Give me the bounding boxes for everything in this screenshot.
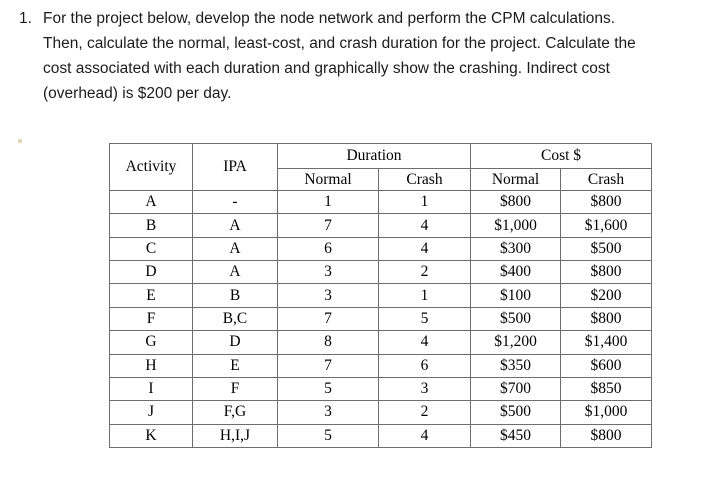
cell-duration-normal: 3 bbox=[277, 400, 379, 425]
cell-duration-crash: 6 bbox=[377, 353, 472, 378]
table-row: I F 5 3 $700 $850 bbox=[109, 376, 653, 402]
header-cost-crash: Crash bbox=[560, 168, 653, 191]
cell-cost-normal: $1,200 bbox=[470, 330, 562, 355]
problem-number: 1. bbox=[19, 10, 32, 27]
problem-text-line: (overhead) is $200 per day. bbox=[43, 85, 232, 102]
table-row: K H,I,J 5 4 $450 $800 bbox=[109, 423, 653, 449]
cell-duration-crash: 2 bbox=[377, 260, 472, 285]
cell-activity: I bbox=[109, 376, 193, 402]
cell-duration-normal: 3 bbox=[277, 260, 379, 285]
cell-duration-crash: 4 bbox=[377, 236, 472, 262]
cell-activity: B bbox=[109, 213, 193, 238]
problem-statement: 1. For the project below, develop the no… bbox=[19, 6, 636, 106]
table-row: E B 3 1 $100 $200 bbox=[109, 283, 653, 308]
cell-ipa: A bbox=[192, 236, 278, 262]
cell-cost-normal: $100 bbox=[470, 283, 562, 308]
cpm-activity-table: Activity IPA Duration Cost $ Normal Cras… bbox=[109, 143, 653, 449]
header-duration-group: Duration bbox=[276, 143, 472, 169]
cell-cost-crash: $1,600 bbox=[560, 213, 653, 238]
cell-cost-normal: $300 bbox=[470, 236, 562, 262]
cell-cost-crash: $850 bbox=[560, 376, 653, 402]
cell-duration-crash: 4 bbox=[377, 213, 472, 238]
cell-duration-crash: 3 bbox=[377, 376, 472, 402]
cell-duration-crash: 1 bbox=[377, 189, 472, 215]
problem-text: For the project below, develop the node … bbox=[43, 6, 636, 106]
cell-cost-normal: $700 bbox=[470, 376, 562, 402]
table-row: J F,G 3 2 $500 $1,000 bbox=[109, 400, 653, 425]
cell-duration-crash: 4 bbox=[377, 423, 472, 449]
cell-cost-normal: $1,000 bbox=[470, 213, 562, 238]
cell-ipa: B,C bbox=[192, 306, 278, 332]
cell-cost-normal: $450 bbox=[470, 423, 562, 449]
cell-ipa: E bbox=[192, 353, 278, 378]
cell-cost-crash: $200 bbox=[560, 283, 653, 308]
cell-duration-crash: 1 bbox=[377, 283, 472, 308]
cell-cost-normal: $500 bbox=[470, 306, 562, 332]
cell-ipa: - bbox=[192, 189, 278, 215]
table-row: D A 3 2 $400 $800 bbox=[109, 260, 653, 285]
cell-duration-normal: 6 bbox=[277, 236, 379, 262]
table-row: F B,C 7 5 $500 $800 bbox=[109, 306, 653, 332]
cell-duration-crash: 2 bbox=[377, 400, 472, 425]
cell-duration-crash: 4 bbox=[377, 330, 472, 355]
problem-text-line: cost associated with each duration and g… bbox=[43, 60, 610, 77]
cell-activity: G bbox=[109, 330, 193, 355]
cell-duration-normal: 5 bbox=[277, 376, 379, 402]
cell-ipa: A bbox=[192, 260, 278, 285]
cell-ipa: F bbox=[192, 376, 278, 402]
cell-activity: J bbox=[109, 400, 193, 425]
cell-ipa: A bbox=[192, 213, 278, 238]
table-body: A - 1 1 $800 $800 B A 7 4 $1,000 $1,600 … bbox=[109, 189, 653, 449]
cell-ipa: H,I,J bbox=[192, 423, 278, 449]
cell-duration-normal: 3 bbox=[277, 283, 379, 308]
cell-cost-normal: $800 bbox=[470, 189, 562, 215]
cell-activity: K bbox=[109, 423, 193, 449]
cell-duration-normal: 7 bbox=[277, 353, 379, 378]
header-cost-normal: Normal bbox=[470, 168, 562, 191]
table-row: C A 6 4 $300 $500 bbox=[109, 236, 653, 262]
cell-duration-normal: 1 bbox=[277, 189, 379, 215]
cell-cost-normal: $500 bbox=[470, 400, 562, 425]
table-row: H E 7 6 $350 $600 bbox=[109, 353, 653, 378]
header-activity: Activity bbox=[109, 143, 193, 191]
cell-duration-normal: 7 bbox=[277, 213, 379, 238]
cell-ipa: D bbox=[192, 330, 278, 355]
cell-cost-crash: $800 bbox=[560, 260, 653, 285]
cell-ipa: B bbox=[192, 283, 278, 308]
table-row: G D 8 4 $1,200 $1,400 bbox=[109, 330, 653, 355]
problem-text-line: For the project below, develop the node … bbox=[43, 10, 616, 27]
cell-ipa: F,G bbox=[192, 400, 278, 425]
problem-text-line: Then, calculate the normal, least-cost, … bbox=[43, 35, 636, 52]
table-row: A - 1 1 $800 $800 bbox=[109, 189, 653, 215]
scan-speck-artifact bbox=[18, 139, 22, 143]
cell-cost-crash: $1,400 bbox=[560, 330, 653, 355]
cell-cost-crash: $800 bbox=[560, 306, 653, 332]
cell-duration-normal: 8 bbox=[277, 330, 379, 355]
cell-activity: H bbox=[109, 353, 193, 378]
cell-cost-normal: $400 bbox=[470, 260, 562, 285]
header-duration-crash: Crash bbox=[377, 168, 472, 191]
cell-cost-crash: $500 bbox=[560, 236, 653, 262]
cell-activity: D bbox=[109, 260, 193, 285]
header-cost-group: Cost $ bbox=[470, 143, 653, 169]
cell-cost-crash: $800 bbox=[560, 189, 653, 215]
cell-activity: C bbox=[109, 236, 193, 262]
cpm-table-container: Activity IPA Duration Cost $ Normal Cras… bbox=[109, 143, 653, 449]
header-duration-normal: Normal bbox=[277, 168, 379, 191]
cell-cost-crash: $600 bbox=[560, 353, 653, 378]
cell-cost-crash: $1,000 bbox=[560, 400, 653, 425]
cell-cost-crash: $800 bbox=[560, 423, 653, 449]
cell-activity: A bbox=[109, 189, 193, 215]
cell-duration-normal: 5 bbox=[277, 423, 379, 449]
cell-duration-normal: 7 bbox=[277, 306, 379, 332]
cell-duration-crash: 5 bbox=[377, 306, 472, 332]
cell-cost-normal: $350 bbox=[470, 353, 562, 378]
cell-activity: E bbox=[109, 283, 193, 308]
header-ipa: IPA bbox=[192, 143, 278, 191]
table-row: B A 7 4 $1,000 $1,600 bbox=[109, 213, 653, 238]
cell-activity: F bbox=[109, 306, 193, 332]
